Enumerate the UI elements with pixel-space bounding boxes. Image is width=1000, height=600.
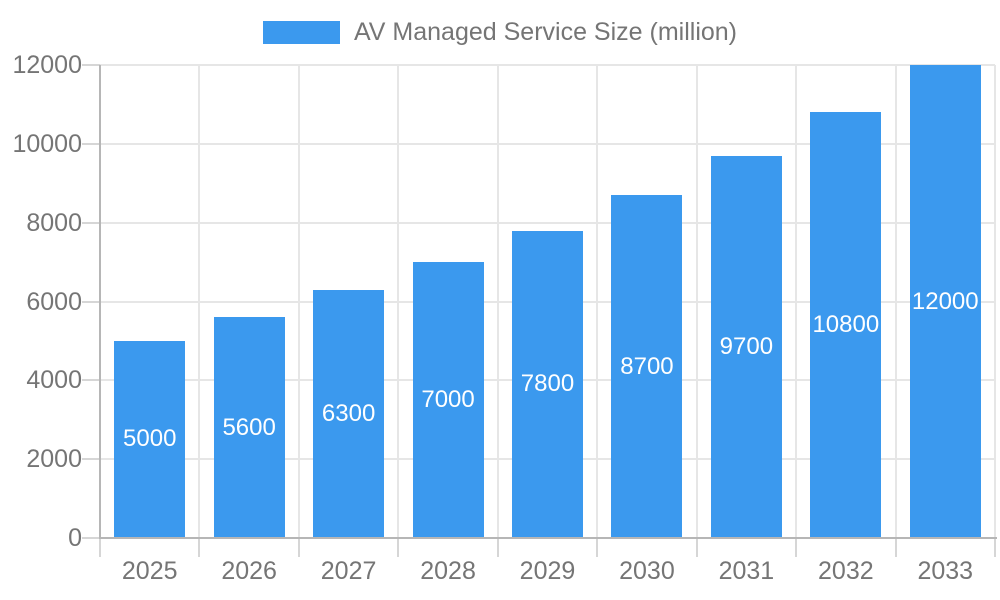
gridline-horizontal <box>100 64 995 66</box>
chart-legend: AV Managed Service Size (million) <box>0 18 1000 47</box>
gridline-vertical <box>297 65 300 538</box>
x-axis-label: 2029 <box>519 557 576 585</box>
bar-2025 <box>114 340 186 538</box>
y-axis-label: 10000 <box>12 129 82 158</box>
x-axis-tick <box>795 539 798 557</box>
gridline-vertical <box>695 65 698 538</box>
gridline-vertical <box>795 65 798 538</box>
y-axis-tick <box>82 537 100 539</box>
y-axis-label: 4000 <box>26 366 82 395</box>
x-axis-tick <box>894 539 897 557</box>
x-axis-tick <box>596 539 599 557</box>
legend-label: AV Managed Service Size (million) <box>353 18 738 46</box>
y-axis-label: 2000 <box>26 445 82 474</box>
bar-value-label: 5000 <box>123 425 177 453</box>
x-axis-label: 2026 <box>221 557 277 585</box>
gridline-vertical <box>397 65 400 538</box>
bar-2032 <box>810 112 882 538</box>
x-axis-label: 2030 <box>619 557 675 585</box>
plot-area: 5000 5600 6300 7000 7800 8700 9700 10800 12000 <box>100 64 996 538</box>
y-axis-tick <box>82 379 100 382</box>
x-axis-label: 2033 <box>917 557 974 585</box>
bar-value-label: 6300 <box>321 399 376 427</box>
y-axis-line <box>99 65 101 538</box>
gridline-horizontal <box>100 221 995 224</box>
gridline-vertical <box>994 65 996 538</box>
bar-2031 <box>710 155 782 538</box>
x-axis-tick <box>994 539 996 557</box>
bar-2028 <box>412 262 484 538</box>
bar-value-label: 7000 <box>421 386 475 414</box>
bar-value-label: 10800 <box>812 311 880 339</box>
y-axis-tick <box>82 64 100 66</box>
y-axis-label: 8000 <box>26 208 82 237</box>
x-axis-tick <box>99 539 101 557</box>
gridline-vertical <box>198 65 201 538</box>
x-axis-label: 2027 <box>320 557 377 585</box>
bar-value-label: 9700 <box>719 332 774 360</box>
bar-value-label: 12000 <box>911 287 979 315</box>
x-axis-label: 2031 <box>718 557 775 585</box>
bar-2030 <box>611 195 683 538</box>
x-axis-label: 2028 <box>420 557 476 585</box>
bar-value-label: 5600 <box>222 413 276 441</box>
x-axis-tick <box>695 539 698 557</box>
bar-2027 <box>313 289 385 538</box>
bar-2029 <box>512 230 583 538</box>
gridline-vertical <box>894 65 897 538</box>
x-axis-tick <box>297 539 300 557</box>
y-axis-tick <box>82 300 100 303</box>
y-axis-label: 6000 <box>26 287 82 316</box>
y-axis-label: 0 <box>68 524 82 552</box>
gridline-vertical <box>596 65 599 538</box>
gridline-horizontal <box>100 142 995 145</box>
y-axis-tick <box>82 221 100 224</box>
y-axis-label: 12000 <box>12 51 82 79</box>
y-axis-tick <box>82 458 100 461</box>
y-axis-tick <box>82 142 100 145</box>
bar-value-label: 7800 <box>520 370 575 398</box>
x-axis-tick <box>397 539 400 557</box>
gridline-vertical <box>496 65 499 538</box>
bar-2033 <box>909 65 981 538</box>
x-axis-line <box>99 537 997 539</box>
x-axis-label: 2032 <box>818 557 874 585</box>
bar-2026 <box>213 317 285 538</box>
bar-value-label: 8700 <box>620 352 674 380</box>
x-axis-tick <box>496 539 499 557</box>
legend-swatch-icon <box>262 21 340 44</box>
x-axis-label: 2025 <box>121 557 178 585</box>
x-axis-tick <box>198 539 201 557</box>
